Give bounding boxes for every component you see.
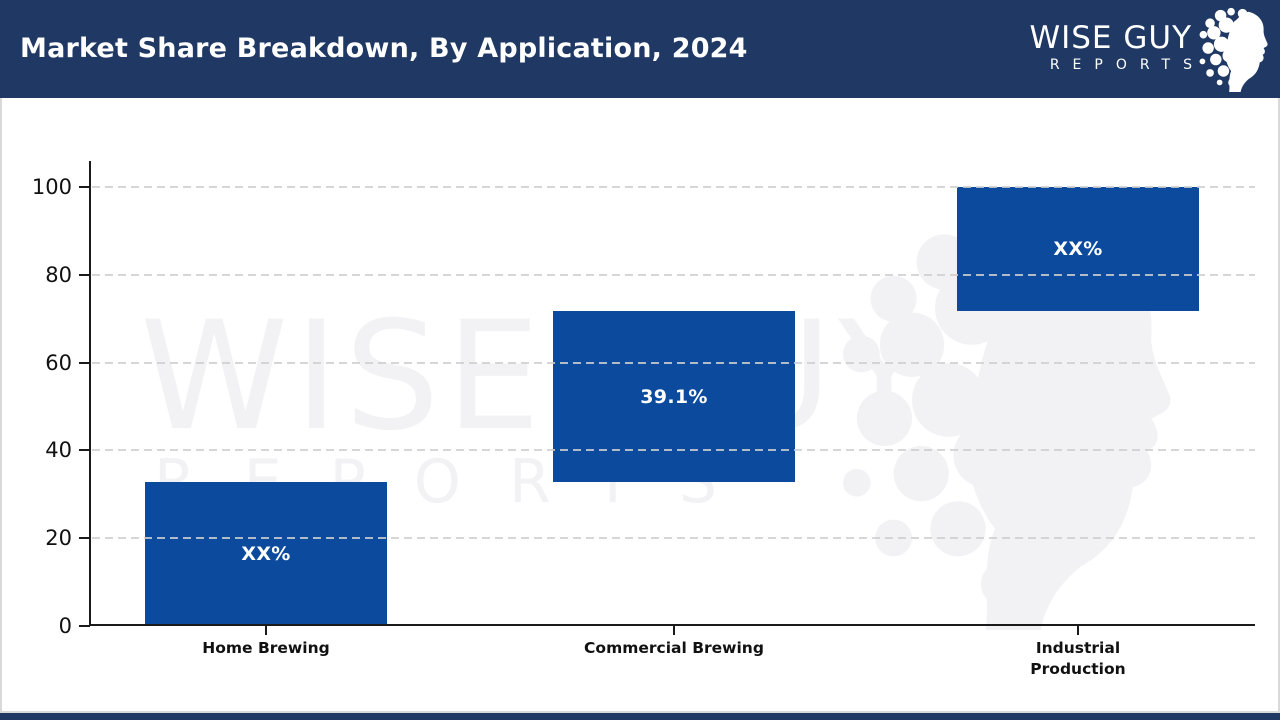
brand-logo-wordmark: WISE GUY <box>1029 20 1192 56</box>
y-tick-label: 0 <box>58 614 72 638</box>
gridline <box>92 361 1255 364</box>
brand-logo: WISE GUY REPORTS <box>1029 21 1192 74</box>
y-tick-label: 80 <box>45 262 72 287</box>
footer-bar <box>0 713 1280 720</box>
x-category-label: Home Brewing <box>202 639 330 657</box>
bar-home-brewing: XX% <box>145 482 387 626</box>
bar-value-label: XX% <box>1053 237 1103 260</box>
y-tick-label: 100 <box>31 175 72 199</box>
y-axis-line <box>89 161 91 626</box>
x-tick-mark <box>265 626 267 635</box>
bar-value-label: XX% <box>241 542 291 565</box>
y-tick-mark <box>79 361 90 364</box>
gridline <box>92 273 1255 276</box>
y-tick-mark <box>79 273 90 276</box>
x-axis-line <box>89 624 1255 626</box>
x-tick-mark <box>673 626 675 635</box>
bar-commercial-brewing: 39.1% <box>553 310 795 483</box>
gridline <box>92 537 1255 540</box>
watermark-wordmark: WISE GUY <box>140 290 936 464</box>
y-tick-label: 40 <box>45 438 72 463</box>
y-tick-mark <box>79 186 90 188</box>
y-tick-label: 20 <box>45 526 72 551</box>
watermark-head-dots-icon <box>843 225 1171 630</box>
bar-value-label: 39.1% <box>640 385 708 408</box>
brand-head-dots-icon <box>1199 7 1268 92</box>
page-title: Market Share Breakdown, By Application, … <box>20 33 748 64</box>
x-tick-mark <box>1077 626 1079 635</box>
gridline <box>92 449 1255 452</box>
bar-industrial-production: XX% <box>957 187 1199 311</box>
gridline <box>92 186 1255 188</box>
y-tick-mark <box>79 449 90 452</box>
header-bar: Market Share Breakdown, By Application, … <box>0 0 1280 98</box>
y-tick-label: 60 <box>45 350 72 375</box>
y-tick-mark <box>79 537 90 540</box>
brand-logo-subtext: REPORTS <box>1049 57 1205 73</box>
x-category-label: Commercial Brewing <box>584 639 764 657</box>
chart-canvas: WISE GUY REPORTS 0 20 40 60 80 100 XX% 39.1% XX%… <box>0 98 1280 713</box>
y-tick-mark <box>79 625 90 627</box>
x-category-label: Industrial Production <box>1030 639 1126 678</box>
